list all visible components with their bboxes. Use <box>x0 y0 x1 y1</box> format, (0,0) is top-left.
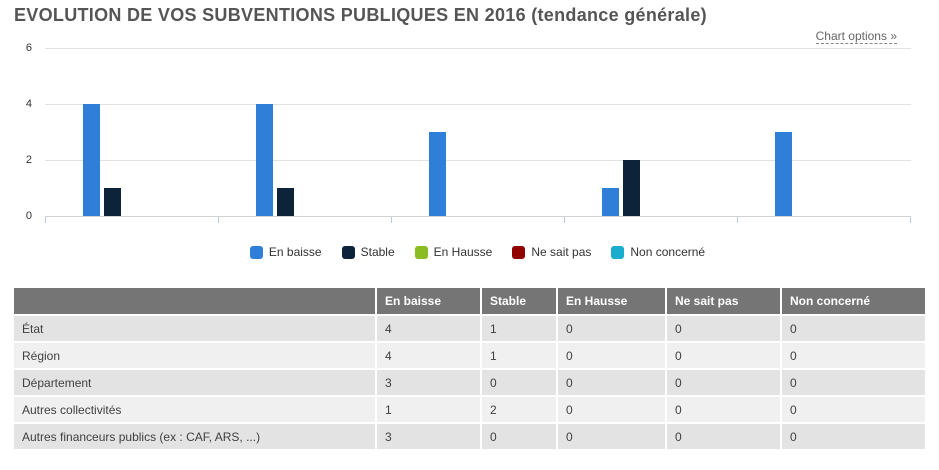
table-cell: 1 <box>480 316 556 343</box>
bar-en-baisse-cat1 <box>256 104 273 216</box>
table-column-header: Non concerné <box>780 288 925 316</box>
bar-en-baisse-cat4 <box>775 132 792 216</box>
legend-item-en-baisse[interactable]: En baisse <box>249 245 322 259</box>
legend-item-non-concerné[interactable]: Non concerné <box>611 245 705 259</box>
table-cell: 0 <box>780 316 925 343</box>
row-label: Autres collectivités <box>14 397 375 424</box>
legend-swatch-icon <box>414 245 428 259</box>
table-cell: 0 <box>556 397 665 424</box>
table-cell: 1 <box>480 343 556 370</box>
table-cell: 0 <box>480 370 556 397</box>
table-column-header: Ne sait pas <box>665 288 780 316</box>
chart-legend: En baisse Stable En Hausse Ne sait pas Non c… <box>45 242 910 262</box>
legend-item-en-hausse[interactable]: En Hausse <box>414 245 493 259</box>
legend-label: Non concerné <box>630 245 706 259</box>
y-gridline <box>45 160 911 161</box>
chart-options-link[interactable]: Chart options » <box>815 29 897 44</box>
bar-en-baisse-cat2 <box>429 132 446 216</box>
table-cell: 0 <box>556 343 665 370</box>
legend-item-stable[interactable]: Stable <box>341 245 395 259</box>
table-column-header <box>14 288 375 316</box>
legend-swatch-icon <box>341 245 355 259</box>
table-cell: 2 <box>480 397 556 424</box>
y-axis-tick-label: 4 <box>25 98 32 110</box>
x-axis-tick <box>45 217 46 223</box>
table-cell: 0 <box>780 397 925 424</box>
legend-swatch-icon <box>611 245 625 259</box>
table-cell: 1 <box>375 397 480 424</box>
table-header-row: En baisse Stable En Hausse Ne sait pas Non c… <box>14 288 925 316</box>
bar-chart: 0 2 4 6 <box>25 42 911 223</box>
y-axis-tick-label: 0 <box>25 210 32 222</box>
bar-en-baisse-cat0 <box>83 104 100 216</box>
table-cell: 3 <box>375 424 480 451</box>
table-cell: 0 <box>556 424 665 451</box>
legend-label: Stable <box>360 245 395 259</box>
table-cell: 4 <box>375 343 480 370</box>
table-cell: 0 <box>665 343 780 370</box>
legend-item-ne-sait-pas[interactable]: Ne sait pas <box>512 245 591 259</box>
table-cell: 0 <box>480 424 556 451</box>
results-table: En baisse Stable En Hausse Ne sait pas Non c… <box>14 288 925 451</box>
bar-stable-cat0 <box>104 188 121 216</box>
table-cell: 0 <box>556 316 665 343</box>
row-label: Région <box>14 343 375 370</box>
y-axis-tick-label: 2 <box>25 154 32 166</box>
y-gridline <box>45 216 911 217</box>
table-cell: 0 <box>665 424 780 451</box>
table-cell: 0 <box>665 397 780 424</box>
legend-label: En baisse <box>268 245 322 259</box>
x-axis-tick <box>737 217 738 223</box>
table-row: État 4 1 0 0 0 <box>14 316 925 343</box>
table-cell: 0 <box>780 343 925 370</box>
x-axis-tick <box>391 217 392 223</box>
y-axis-tick-label: 6 <box>25 42 32 54</box>
y-gridline <box>45 104 911 105</box>
table-column-header: En Hausse <box>556 288 665 316</box>
table-row: Autres collectivités 1 2 0 0 0 <box>14 397 925 424</box>
table-cell: 0 <box>556 370 665 397</box>
legend-label: Ne sait pas <box>531 245 592 259</box>
bar-stable-cat1 <box>277 188 294 216</box>
table-column-header: Stable <box>480 288 556 316</box>
row-label: État <box>14 316 375 343</box>
table-row: Région 4 1 0 0 0 <box>14 343 925 370</box>
bar-en-baisse-cat3 <box>602 188 619 216</box>
table-cell: 4 <box>375 316 480 343</box>
legend-swatch-icon <box>512 245 526 259</box>
legend-label: En Hausse <box>433 245 493 259</box>
table-cell: 0 <box>665 316 780 343</box>
y-gridline <box>45 48 911 49</box>
legend-swatch-icon <box>249 245 263 259</box>
x-axis-tick <box>910 217 911 223</box>
table-cell: 0 <box>780 424 925 451</box>
table-column-header: En baisse <box>375 288 480 316</box>
table-cell: 0 <box>665 370 780 397</box>
row-label: Autres financeurs publics (ex : CAF, ARS… <box>14 424 375 451</box>
bar-stable-cat3 <box>623 160 640 216</box>
table-row: Autres financeurs publics (ex : CAF, ARS… <box>14 424 925 451</box>
x-axis-tick <box>218 217 219 223</box>
table-cell: 3 <box>375 370 480 397</box>
table-row: Département 3 0 0 0 0 <box>14 370 925 397</box>
page-title: EVOLUTION DE VOS SUBVENTIONS PUBLIQUES E… <box>14 5 707 25</box>
row-label: Département <box>14 370 375 397</box>
x-axis-tick <box>564 217 565 223</box>
table-cell: 0 <box>780 370 925 397</box>
